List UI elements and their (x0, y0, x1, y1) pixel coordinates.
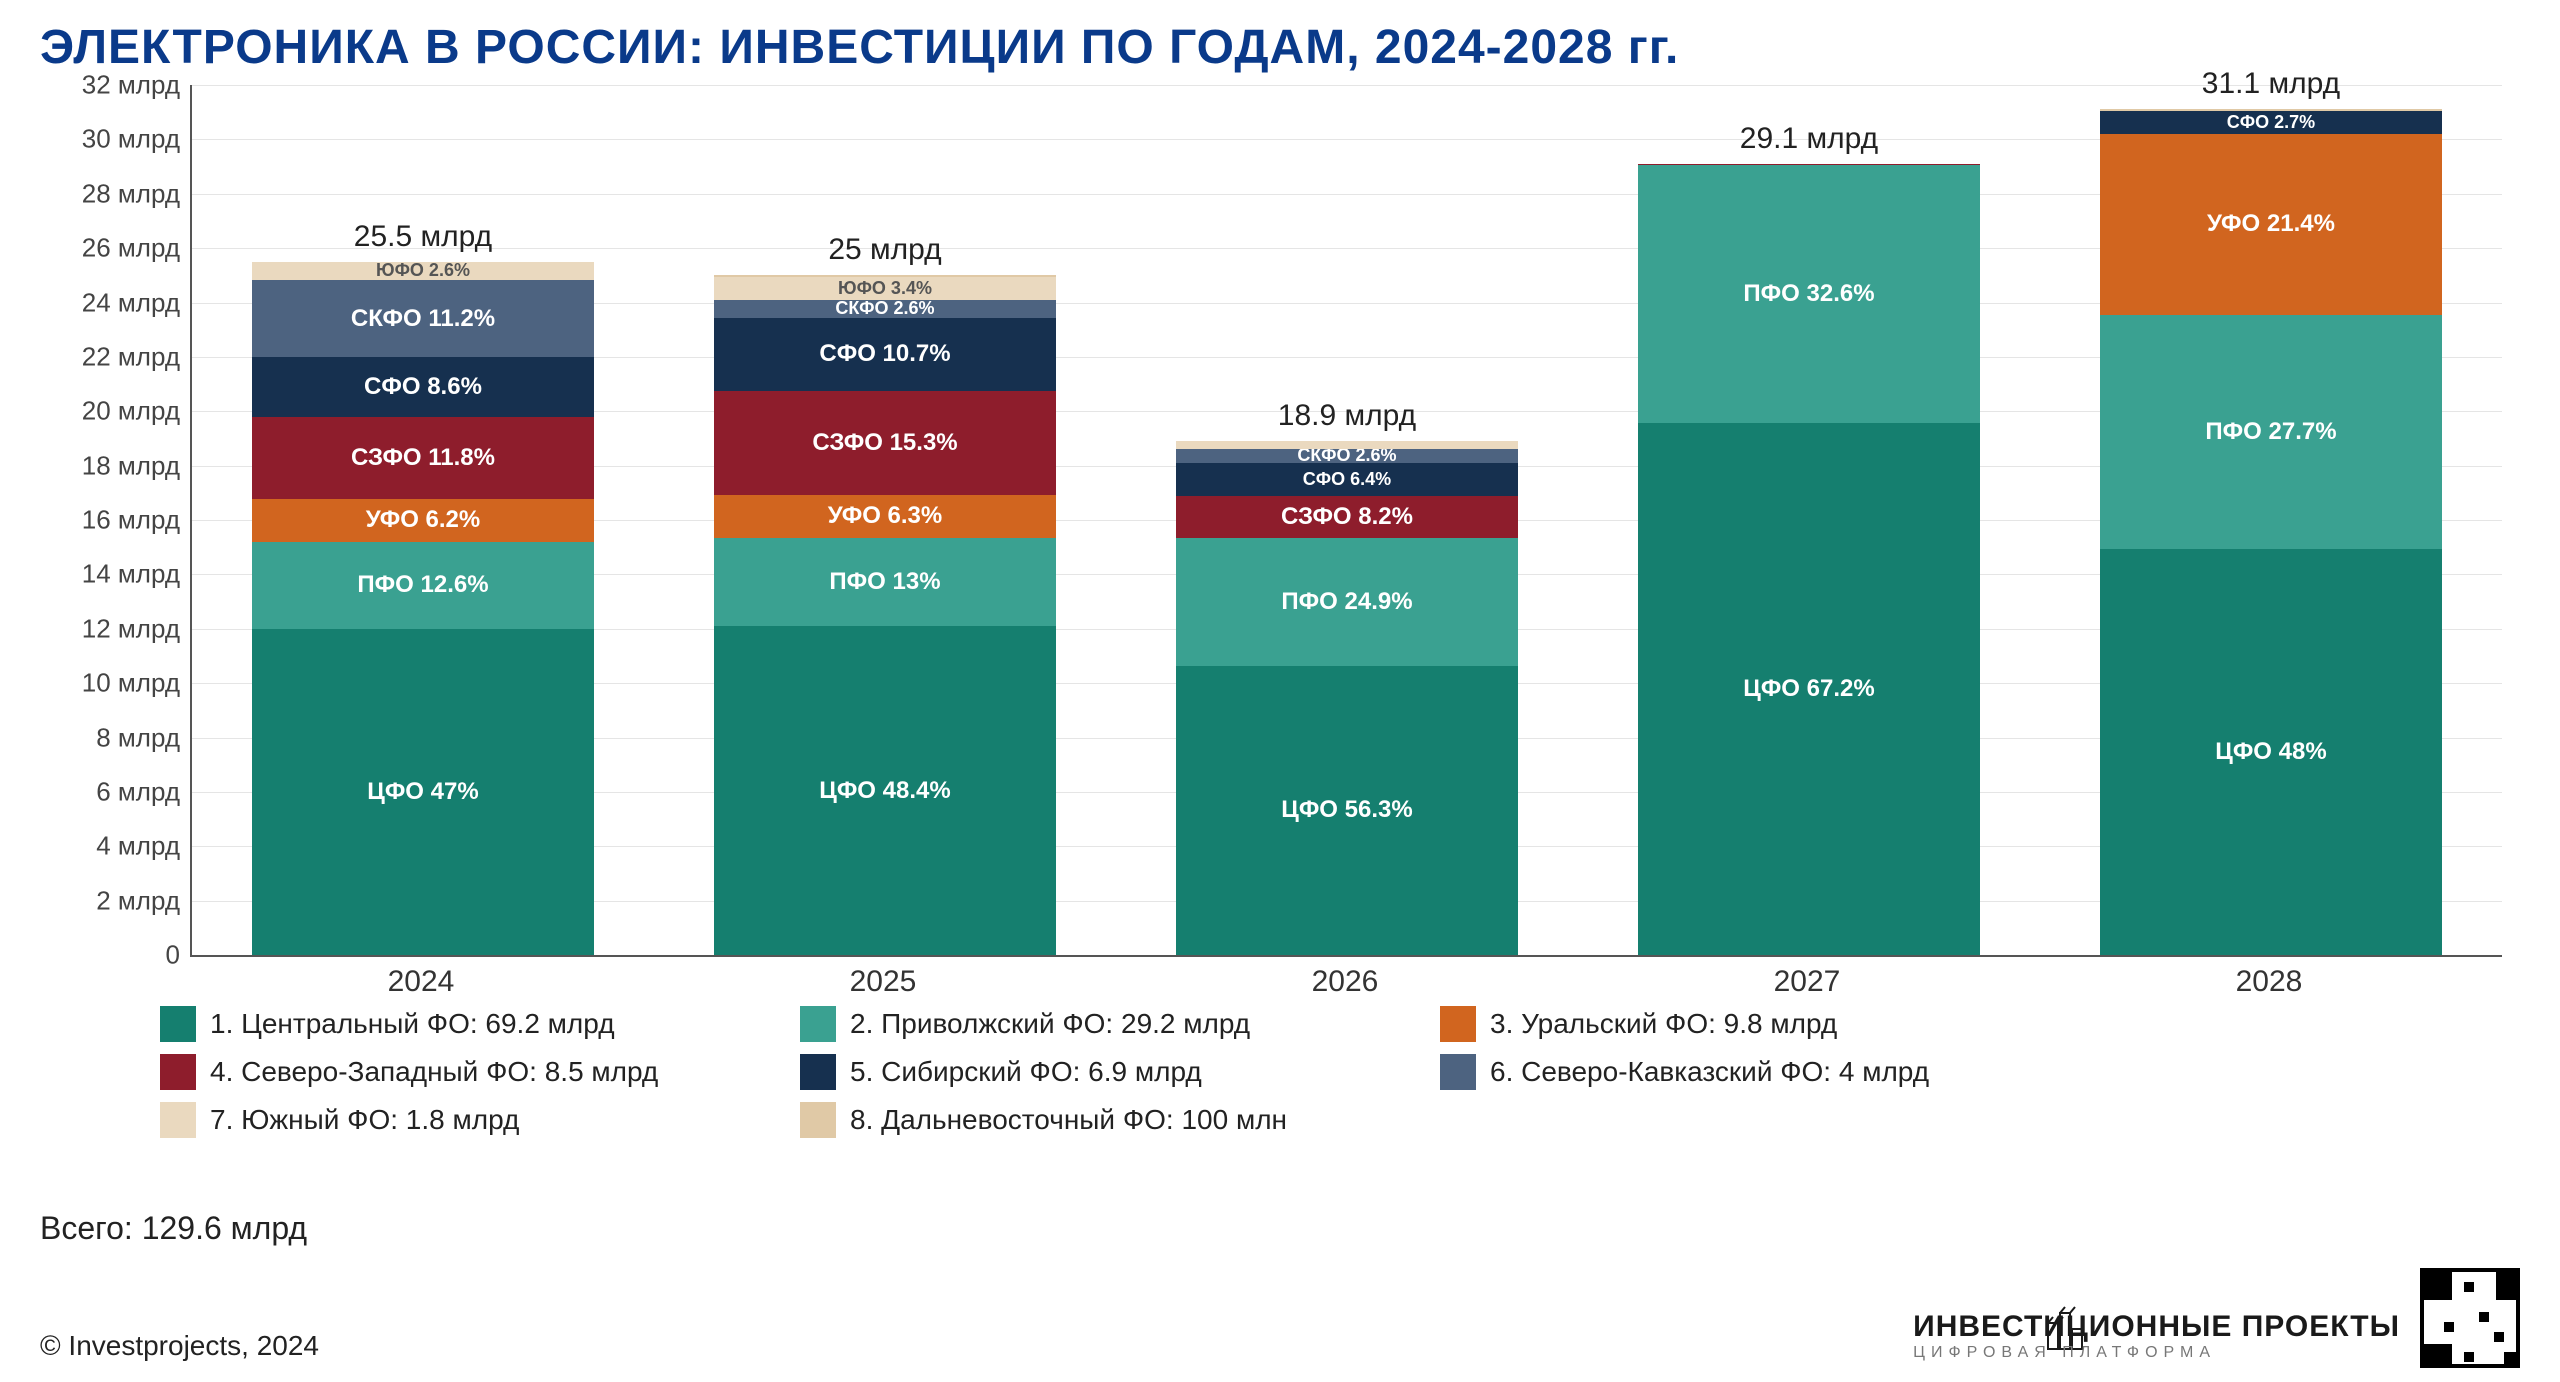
legend: 1. Центральный ФО: 69.2 млрд 2. Приволжск… (160, 1000, 2500, 1144)
legend-item-skfo: 6. Северо-Кавказский ФО: 4 млрд (1440, 1054, 2080, 1090)
legend-item-sfo: 5. Сибирский ФО: 6.9 млрд (800, 1054, 1440, 1090)
segment-cfo: ЦФО 48% (2100, 549, 2442, 955)
ytick-label: 6 млрд (40, 776, 180, 807)
legend-swatch (160, 1102, 196, 1138)
ytick-label: 24 млрд (40, 287, 180, 318)
xtick-label: 2024 (388, 965, 455, 999)
legend-swatch (800, 1102, 836, 1138)
legend-item-szfo: 4. Северо-Западный ФО: 8.5 млрд (160, 1054, 800, 1090)
brand-line1: ИНВЕСТИЦИОННЫЕ ПРОЕКТЫ (1913, 1310, 2400, 1344)
ytick-label: 12 млрд (40, 613, 180, 644)
legend-swatch (160, 1054, 196, 1090)
legend-item-cfo: 1. Центральный ФО: 69.2 млрд (160, 1006, 800, 1042)
segment-skfo: СКФО 11.2% (252, 280, 594, 358)
segment-sfo: СФО 2.7% (2100, 111, 2442, 134)
segment-cfo: ЦФО 56.3% (1176, 666, 1518, 955)
segment-ufo: УФО 6.2% (252, 499, 594, 542)
legend-label: 1. Центральный ФО: 69.2 млрд (210, 1008, 615, 1040)
ytick-label: 20 млрд (40, 396, 180, 427)
segment-cfo: ЦФО 48.4% (714, 626, 1056, 955)
segment-skfo: СКФО 2.6% (714, 300, 1056, 318)
xtick-label: 2028 (2236, 965, 2303, 999)
plot-area: ЦФО 47%ПФО 12.6%УФО 6.2%СЗФО 11.8%СФО 8.… (190, 85, 2502, 957)
brand-line2: ЦИФРОВАЯ ПЛАТФОРМА (1913, 1344, 2400, 1362)
bar-total-label: 25 млрд (714, 233, 1056, 267)
chart: ЦФО 47%ПФО 12.6%УФО 6.2%СЗФО 11.8%СФО 8.… (40, 85, 2520, 1005)
legend-swatch (1440, 1054, 1476, 1090)
legend-label: 6. Северо-Кавказский ФО: 4 млрд (1490, 1056, 1929, 1088)
legend-swatch (800, 1006, 836, 1042)
segment-sfo: СФО 10.7% (714, 318, 1056, 391)
legend-item-ufo: 3. Уральский ФО: 9.8 млрд (1440, 1006, 2080, 1042)
total-line: Всего: 129.6 млрд (40, 1210, 307, 1247)
legend-label: 2. Приволжский ФО: 29.2 млрд (850, 1008, 1250, 1040)
ytick-label: 28 млрд (40, 178, 180, 209)
segment-pfo: ПФО 27.7% (2100, 315, 2442, 549)
legend-item-dvfo: 8. Дальневосточный ФО: 100 млн (800, 1102, 1440, 1138)
segment-szfo: СЗФО 11.8% (252, 417, 594, 499)
xtick-label: 2027 (1774, 965, 1841, 999)
xtick-label: 2025 (850, 965, 917, 999)
ytick-label: 26 млрд (40, 233, 180, 264)
ytick-label: 8 млрд (40, 722, 180, 753)
xtick-label: 2026 (1312, 965, 1379, 999)
segment-pfo: ПФО 13% (714, 538, 1056, 626)
bar-total-label: 29.1 млрд (1638, 122, 1980, 156)
ytick-label: 32 млрд (40, 70, 180, 101)
segment-cfo: ЦФО 67.2% (1638, 423, 1980, 955)
qr-code-icon (2420, 1268, 2520, 1368)
segment-skfo: СКФО 2.6% (1176, 449, 1518, 462)
legend-label: 3. Уральский ФО: 9.8 млрд (1490, 1008, 1837, 1040)
legend-swatch (1440, 1006, 1476, 1042)
ytick-label: 4 млрд (40, 831, 180, 862)
ytick-label: 0 (40, 940, 180, 971)
segment-ufo: УФО 6.3% (714, 495, 1056, 538)
segment-pfo: ПФО 32.6% (1638, 165, 1980, 423)
legend-label: 5. Сибирский ФО: 6.9 млрд (850, 1056, 1202, 1088)
segment-yufo: ЮФО 3.4% (714, 277, 1056, 300)
segment-sfo: СФО 8.6% (252, 357, 594, 417)
segment-szfo: СЗФО 15.3% (714, 391, 1056, 495)
segment-sfo: СФО 6.4% (1176, 463, 1518, 496)
ytick-label: 18 млрд (40, 450, 180, 481)
bar-total-label: 25.5 млрд (252, 220, 594, 254)
segment-ufo: УФО 21.4% (2100, 134, 2442, 315)
segment-szfo (1638, 164, 1980, 165)
ytick-label: 30 млрд (40, 124, 180, 155)
bar-total-label: 18.9 млрд (1176, 399, 1518, 433)
segment-yufo (1176, 441, 1518, 449)
legend-swatch (160, 1006, 196, 1042)
copyright: © Investprojects, 2024 (40, 1330, 319, 1362)
bar-total-label: 31.1 млрд (2100, 67, 2442, 101)
ytick-label: 16 млрд (40, 505, 180, 536)
legend-label: 7. Южный ФО: 1.8 млрд (210, 1104, 519, 1136)
legend-item-pfo: 2. Приволжский ФО: 29.2 млрд (800, 1006, 1440, 1042)
legend-swatch (800, 1054, 836, 1090)
legend-label: 8. Дальневосточный ФО: 100 млн (850, 1104, 1287, 1136)
brand: ИНВЕСТИЦИОННЫЕ ПРОЕКТЫ ЦИФРОВАЯ ПЛАТФОРМ… (1913, 1310, 2400, 1362)
ytick-label: 14 млрд (40, 559, 180, 590)
segment-szfo: СЗФО 8.2% (1176, 496, 1518, 538)
segment-yufo: ЮФО 2.6% (252, 262, 594, 280)
ytick-label: 10 млрд (40, 668, 180, 699)
legend-item-yufo: 7. Южный ФО: 1.8 млрд (160, 1102, 800, 1138)
legend-label: 4. Северо-Западный ФО: 8.5 млрд (210, 1056, 658, 1088)
segment-dvfo (714, 275, 1056, 277)
ytick-label: 2 млрд (40, 885, 180, 916)
segment-pfo: ПФО 24.9% (1176, 538, 1518, 666)
segment-dvfo (2100, 109, 2442, 111)
segment-pfo: ПФО 12.6% (252, 542, 594, 629)
segment-cfo: ЦФО 47% (252, 629, 594, 955)
ytick-label: 22 млрд (40, 341, 180, 372)
